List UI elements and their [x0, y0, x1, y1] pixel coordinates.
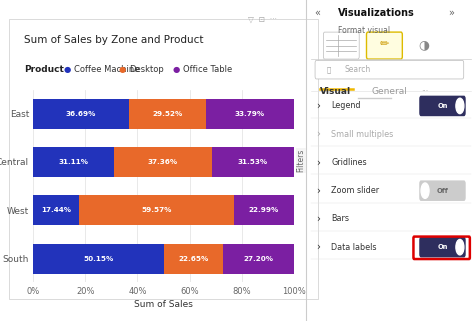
Text: Desktop: Desktop — [129, 65, 164, 74]
Text: Bars: Bars — [331, 214, 349, 223]
Bar — [234, 195, 294, 225]
Text: ●: ● — [64, 65, 71, 74]
FancyBboxPatch shape — [419, 96, 465, 116]
Text: 22.65%: 22.65% — [178, 256, 209, 262]
FancyBboxPatch shape — [419, 180, 465, 201]
Text: ●: ● — [173, 65, 180, 74]
Text: Data labels: Data labels — [331, 243, 377, 252]
Text: Format visual: Format visual — [338, 26, 390, 35]
Text: 22.99%: 22.99% — [249, 207, 279, 213]
Text: Gridlines: Gridlines — [331, 158, 367, 167]
Text: ◑: ◑ — [419, 38, 429, 51]
Bar — [33, 244, 164, 274]
Text: Small multiples: Small multiples — [331, 130, 393, 139]
Bar — [223, 244, 294, 274]
Text: 33.79%: 33.79% — [235, 111, 265, 117]
Text: Filters: Filters — [297, 149, 305, 172]
Text: Legend: Legend — [331, 101, 361, 110]
Text: Off: Off — [437, 188, 448, 194]
Text: 31.11%: 31.11% — [59, 159, 89, 165]
Bar — [33, 99, 129, 129]
Bar — [114, 147, 212, 177]
Text: 36.69%: 36.69% — [66, 111, 96, 117]
Text: ✏: ✏ — [380, 39, 389, 49]
Text: 59.57%: 59.57% — [141, 207, 172, 213]
Circle shape — [456, 239, 464, 255]
FancyBboxPatch shape — [315, 60, 464, 79]
Bar — [79, 195, 234, 225]
Bar — [33, 195, 79, 225]
Text: 29.52%: 29.52% — [152, 111, 182, 117]
Bar — [164, 244, 223, 274]
Text: «: « — [315, 8, 321, 18]
FancyBboxPatch shape — [419, 237, 465, 257]
Text: 17.44%: 17.44% — [41, 207, 71, 213]
Text: On: On — [438, 103, 447, 109]
Text: ›: › — [317, 101, 320, 111]
Text: 50.15%: 50.15% — [83, 256, 114, 262]
Text: On: On — [438, 244, 447, 250]
Circle shape — [421, 183, 429, 198]
Text: Coffee Machine: Coffee Machine — [74, 65, 140, 74]
Text: 🔍: 🔍 — [326, 66, 330, 73]
Text: Search: Search — [345, 65, 371, 74]
Text: Office Table: Office Table — [183, 65, 233, 74]
Text: Sum of Sales by Zone and Product: Sum of Sales by Zone and Product — [24, 35, 203, 45]
Text: ▽  ⊡  ···: ▽ ⊡ ··· — [248, 14, 277, 23]
Bar — [129, 99, 206, 129]
Text: ›: › — [317, 157, 320, 168]
Text: ›: › — [317, 186, 320, 196]
Text: Visualizations: Visualizations — [338, 8, 415, 18]
Bar — [212, 147, 294, 177]
Text: »: » — [448, 8, 454, 18]
Text: ●: ● — [118, 65, 126, 74]
Text: ›: › — [317, 129, 320, 139]
Text: Product: Product — [24, 65, 64, 74]
Text: 37.36%: 37.36% — [148, 159, 178, 165]
Text: Zoom slider: Zoom slider — [331, 186, 380, 195]
FancyBboxPatch shape — [323, 32, 359, 59]
Text: 31.53%: 31.53% — [238, 159, 268, 165]
Text: ›: › — [317, 214, 320, 224]
Text: 27.20%: 27.20% — [244, 256, 273, 262]
Text: ···: ··· — [421, 87, 428, 96]
Text: Visual: Visual — [319, 87, 351, 96]
Circle shape — [456, 98, 464, 114]
X-axis label: Sum of Sales: Sum of Sales — [134, 300, 193, 309]
Bar — [33, 147, 114, 177]
FancyBboxPatch shape — [366, 32, 402, 59]
Text: General: General — [371, 87, 407, 96]
Text: ›: › — [317, 242, 320, 252]
Bar — [206, 99, 294, 129]
